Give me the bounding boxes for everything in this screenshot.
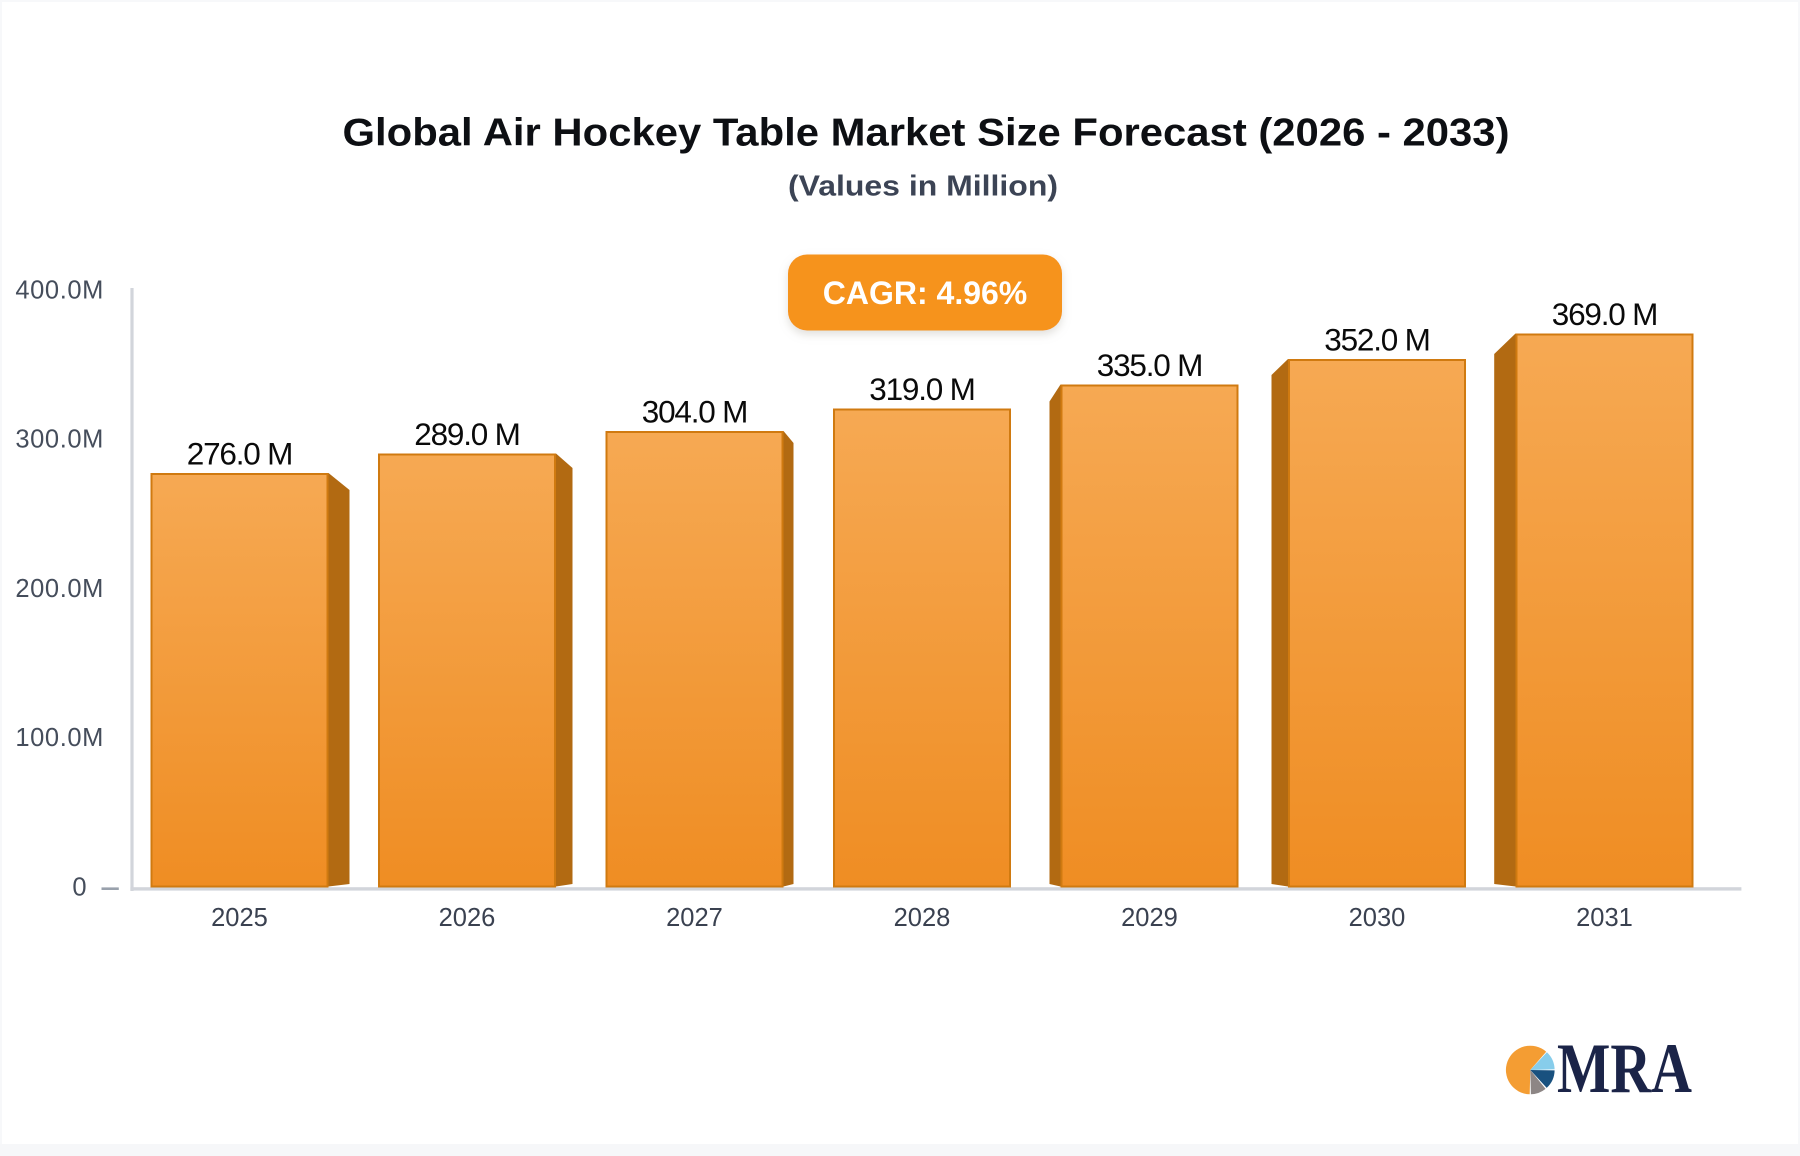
svg-text:2029: 2029 — [1121, 904, 1178, 932]
svg-text:200.0M: 200.0M — [15, 575, 104, 603]
svg-text:335.0 M: 335.0 M — [1097, 347, 1202, 383]
svg-text:300.0M: 300.0M — [15, 426, 104, 454]
svg-text:2026: 2026 — [439, 904, 496, 932]
svg-text:2027: 2027 — [666, 904, 723, 932]
svg-text:319.0 M: 319.0 M — [869, 371, 974, 407]
svg-text:400.0M: 400.0M — [15, 277, 104, 305]
svg-text:289.0 M: 289.0 M — [414, 416, 519, 452]
svg-text:0: 0 — [72, 874, 86, 902]
svg-text:2031: 2031 — [1576, 904, 1633, 932]
svg-text:304.0 M: 304.0 M — [642, 394, 747, 430]
svg-text:2030: 2030 — [1349, 904, 1406, 932]
svg-text:2028: 2028 — [894, 904, 951, 932]
svg-text:2025: 2025 — [211, 904, 268, 932]
svg-text:(Values in Million): (Values in Million) — [788, 171, 1058, 203]
svg-text:MRA: MRA — [1557, 1030, 1692, 1108]
svg-text:Global Air Hockey Table Market: Global Air Hockey Table Market Size Fore… — [343, 112, 1510, 155]
svg-text:100.0M: 100.0M — [15, 724, 104, 752]
svg-text:CAGR: 4.96%: CAGR: 4.96% — [823, 275, 1028, 311]
svg-text:352.0 M: 352.0 M — [1324, 322, 1429, 358]
svg-text:369.0 M: 369.0 M — [1552, 296, 1657, 332]
svg-text:276.0 M: 276.0 M — [187, 436, 292, 472]
